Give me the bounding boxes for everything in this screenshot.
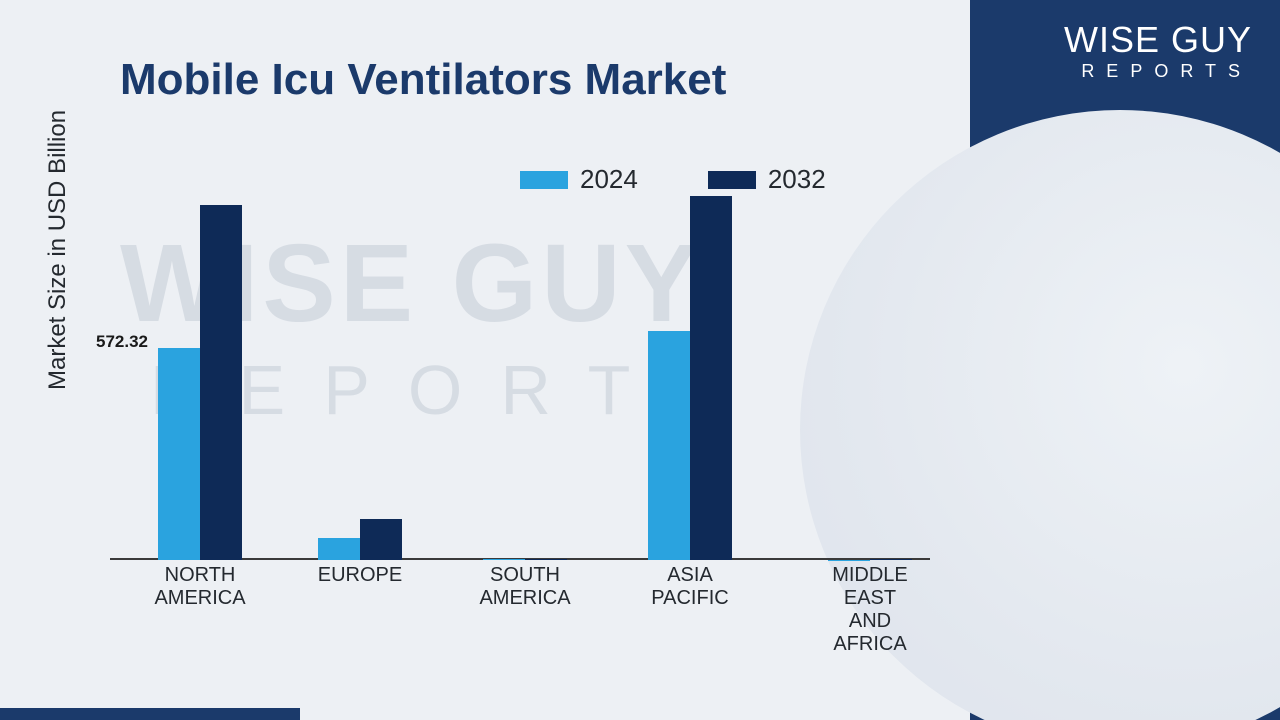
brand-logo: WISE GUY REPORTS	[1064, 22, 1252, 80]
legend-swatch-2032	[708, 171, 756, 189]
y-axis-label: Market Size in USD Billion	[44, 110, 72, 390]
legend-swatch-2024	[520, 171, 568, 189]
logo-line1: WISE GUY	[1064, 22, 1252, 58]
bar-2032	[360, 519, 402, 560]
bar-2024	[318, 538, 360, 560]
logo-line2: REPORTS	[1064, 62, 1252, 80]
bar-2024	[158, 348, 200, 560]
chart-plot-area: 572.32	[110, 190, 930, 560]
bar-2024	[483, 559, 525, 560]
bar-2032	[525, 559, 567, 560]
category-label: EUROPE	[300, 564, 420, 587]
value-label: 572.32	[96, 332, 148, 352]
category-label: MIDDLE EAST AND AFRICA	[810, 564, 930, 656]
footer-accent-bar	[0, 708, 300, 720]
bar-2032	[200, 205, 242, 560]
category-label: NORTH AMERICA	[140, 564, 260, 610]
slide: WISE GUY REPORTS Mobile Icu Ventilators …	[0, 0, 1280, 720]
category-label: ASIA PACIFIC	[630, 564, 750, 610]
category-label: SOUTH AMERICA	[465, 564, 585, 610]
bar-2032	[870, 559, 912, 560]
bar-2024	[648, 331, 690, 560]
bar-2032	[690, 196, 732, 560]
chart-title: Mobile Icu Ventilators Market	[120, 55, 726, 105]
